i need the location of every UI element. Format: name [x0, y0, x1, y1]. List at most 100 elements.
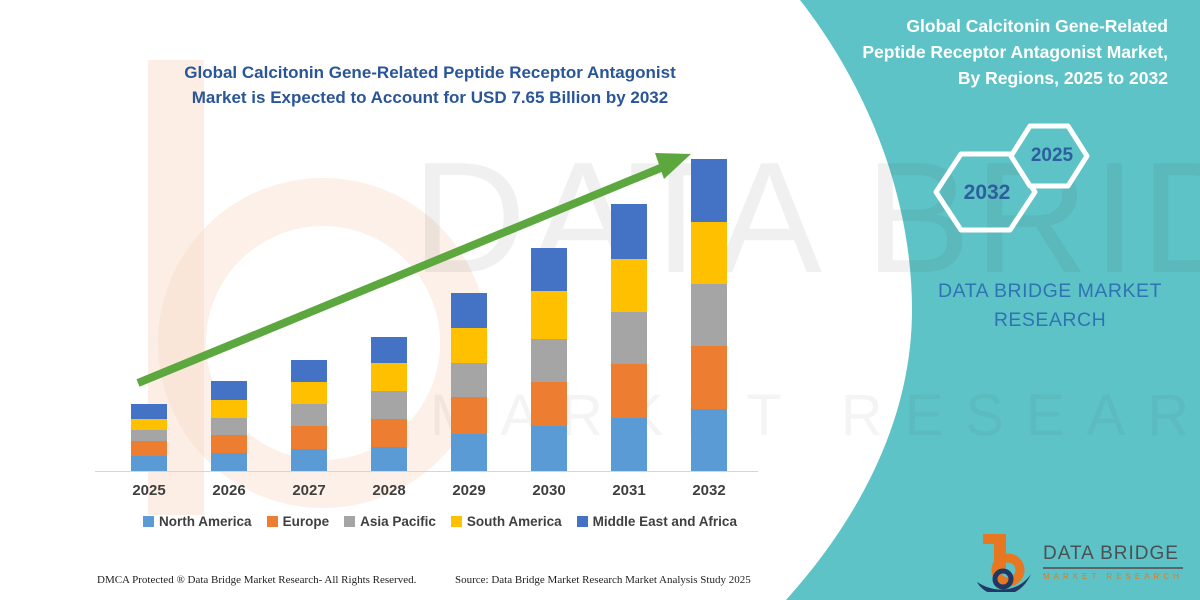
x-axis-label: 2029	[452, 482, 486, 499]
bar-segment	[291, 449, 327, 471]
bar-segment	[691, 284, 727, 346]
x-axis-label: 2028	[372, 482, 406, 499]
bar-2030	[531, 248, 567, 471]
bar-segment	[371, 363, 407, 391]
bar-segment	[691, 222, 727, 284]
bar-segment	[211, 453, 247, 471]
bar-segment	[131, 404, 167, 419]
bar-segment	[531, 291, 567, 339]
company-logo: DATA BRIDGE MARKET RESEARCH	[975, 531, 1190, 593]
bar-segment	[211, 418, 247, 435]
panel-title-line2: Peptide Receptor Antagonist Market,	[862, 42, 1168, 62]
x-axis-label: 2032	[692, 482, 726, 499]
bar-segment	[451, 293, 487, 328]
bar-segment	[691, 346, 727, 409]
legend-item: Europe	[266, 514, 330, 529]
data-bridge-logo-icon	[977, 534, 1031, 592]
bar-segment	[451, 363, 487, 397]
x-axis-label: 2025	[132, 482, 166, 499]
legend-label: Middle East and Africa	[592, 514, 737, 529]
chart-title-line2: Market is Expected to Account for USD 7.…	[191, 88, 669, 107]
x-axis-labels: 2025 2026 2027 2028 2029 2030 2031 2032	[113, 482, 773, 502]
bar-2029	[451, 293, 487, 471]
bar-segment	[291, 382, 327, 404]
bar-segment	[291, 426, 327, 449]
bar-2025	[131, 404, 167, 471]
bars-layer	[113, 140, 773, 471]
logo-text-block: DATA BRIDGE MARKET RESEARCH	[1043, 543, 1183, 581]
panel-brand-line1: DATA BRIDGE MARKET	[938, 280, 1162, 302]
x-axis-line	[95, 471, 758, 472]
bar-segment	[131, 419, 167, 430]
hexagon-2025-label: 2025	[1030, 145, 1074, 166]
legend-item: South America	[450, 514, 562, 529]
bar-segment	[531, 339, 567, 382]
x-axis-label: 2031	[612, 482, 646, 499]
bar-segment	[691, 409, 727, 471]
bar-segment	[291, 404, 327, 426]
bar-segment	[131, 456, 167, 471]
bar-2028	[371, 337, 407, 471]
legend-item: North America	[143, 514, 252, 529]
legend-swatch-icon	[576, 516, 588, 527]
legend-label: South America	[466, 514, 562, 529]
bar-segment	[211, 400, 247, 418]
bar-segment	[611, 364, 647, 418]
bar-segment	[531, 382, 567, 426]
hexagon-2032-label: 2032	[963, 181, 1011, 204]
panel-brand-text: DATA BRIDGE MARKET RESEARCH	[915, 277, 1185, 335]
bar-segment	[611, 418, 647, 471]
x-axis-label: 2026	[212, 482, 246, 499]
teal-panel-shape	[786, 0, 1200, 600]
panel-title-line1: Global Calcitonin Gene-Related	[906, 16, 1168, 36]
panel-brand-line2: RESEARCH	[993, 309, 1107, 331]
legend-item: Middle East and Africa	[576, 514, 737, 529]
bar-segment	[211, 435, 247, 453]
bar-segment	[291, 360, 327, 382]
logo-title: DATA BRIDGE	[1043, 543, 1183, 569]
x-axis-label: 2027	[292, 482, 326, 499]
hexagon-2025-icon	[1008, 123, 1090, 189]
bar-2032	[691, 159, 727, 471]
hexagons-graphic	[933, 123, 1090, 233]
legend: North America Europe Asia Pacific South Ame…	[100, 514, 780, 529]
logo-subtitle: MARKET RESEARCH	[1043, 572, 1183, 581]
bar-2026	[211, 381, 247, 471]
legend-swatch-icon	[143, 516, 155, 527]
bar-segment	[131, 430, 167, 441]
bar-2027	[291, 360, 327, 471]
bar-segment	[611, 312, 647, 364]
bar-segment	[531, 426, 567, 471]
bar-segment	[211, 381, 247, 400]
bar-segment	[131, 441, 167, 456]
bar-segment	[371, 337, 407, 363]
legend-swatch-icon	[450, 516, 462, 527]
bar-segment	[611, 204, 647, 259]
panel-title-line3: By Regions, 2025 to 2032	[957, 68, 1168, 88]
x-axis-label: 2030	[532, 482, 566, 499]
legend-swatch-icon	[266, 516, 278, 527]
hexagon-2032-icon	[933, 151, 1038, 233]
bar-segment	[611, 259, 647, 312]
footer-dmca-text: DMCA Protected ® Data Bridge Market Rese…	[97, 574, 417, 586]
bar-segment	[371, 447, 407, 471]
chart-title: Global Calcitonin Gene-Related Peptide R…	[100, 60, 760, 110]
legend-label: Asia Pacific	[360, 514, 436, 529]
panel-title: Global Calcitonin Gene-Related Peptide R…	[805, 13, 1168, 91]
bar-segment	[371, 419, 407, 447]
footer-source-text: Source: Data Bridge Market Research Mark…	[455, 574, 751, 586]
bar-segment	[451, 397, 487, 434]
bar-segment	[371, 391, 407, 419]
bar-segment	[451, 434, 487, 471]
bar-segment	[451, 328, 487, 363]
chart-title-line1: Global Calcitonin Gene-Related Peptide R…	[184, 63, 676, 82]
bar-segment	[691, 159, 727, 222]
bar-segment	[531, 248, 567, 291]
legend-item: Asia Pacific	[344, 514, 436, 529]
legend-label: Europe	[282, 514, 330, 529]
bar-2031	[611, 204, 647, 471]
legend-label: North America	[159, 514, 252, 529]
legend-swatch-icon	[344, 516, 356, 527]
